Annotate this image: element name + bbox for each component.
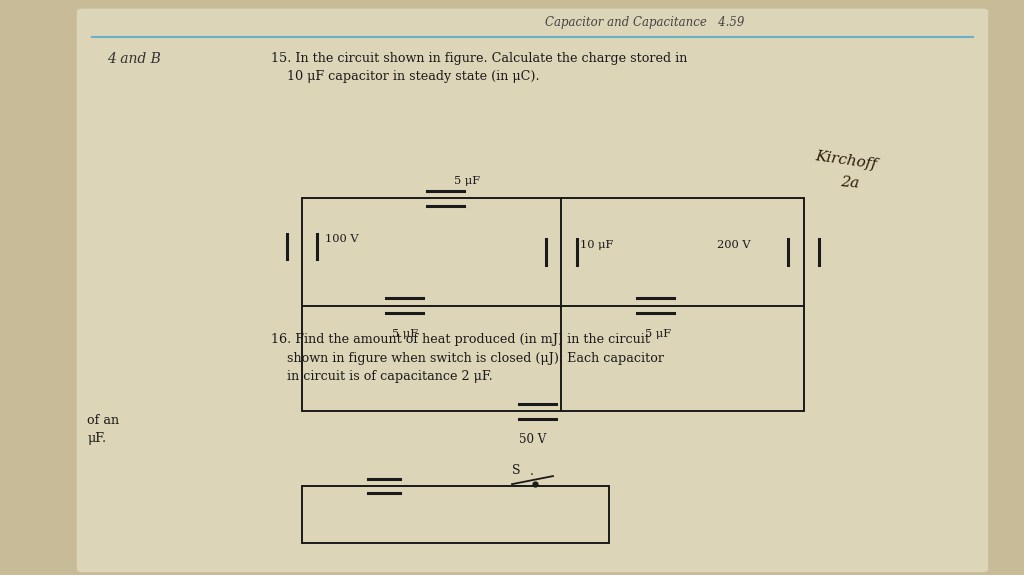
Bar [302,198,804,411]
Text: shown in figure when switch is closed (μJ). Each capacitor: shown in figure when switch is closed (μ… [271,352,665,365]
Text: 5 μF: 5 μF [454,176,480,186]
Text: 10 μF: 10 μF [580,240,613,250]
FancyBboxPatch shape [77,9,988,572]
Text: 5 μF: 5 μF [645,329,672,339]
Text: 100 V: 100 V [325,234,358,244]
Bar [302,486,609,543]
Text: 15. In the circuit shown in figure. Calculate the charge stored in: 15. In the circuit shown in figure. Calc… [271,52,688,65]
Text: 16. Find the amount of heat produced (in mJ) in the circuit: 16. Find the amount of heat produced (in… [271,334,650,347]
Text: 5 μF: 5 μF [392,329,419,339]
Text: of an: of an [87,414,119,427]
Text: in circuit is of capacitance 2 μF.: in circuit is of capacitance 2 μF. [271,370,494,384]
Text: Capacitor and Capacitance   4.59: Capacitor and Capacitance 4.59 [546,16,744,29]
Text: 200 V: 200 V [717,240,751,250]
Text: .: . [529,465,534,478]
Text: 10 μF capacitor in steady state (in μC).: 10 μF capacitor in steady state (in μC). [271,70,540,83]
Text: μF.: μF. [87,432,106,446]
Text: S: S [512,464,520,477]
Text: Kirchoff: Kirchoff [814,150,878,172]
Text: 4 and B: 4 and B [108,52,162,66]
Text: 50 V: 50 V [519,433,547,446]
Text: 2a: 2a [840,175,860,191]
